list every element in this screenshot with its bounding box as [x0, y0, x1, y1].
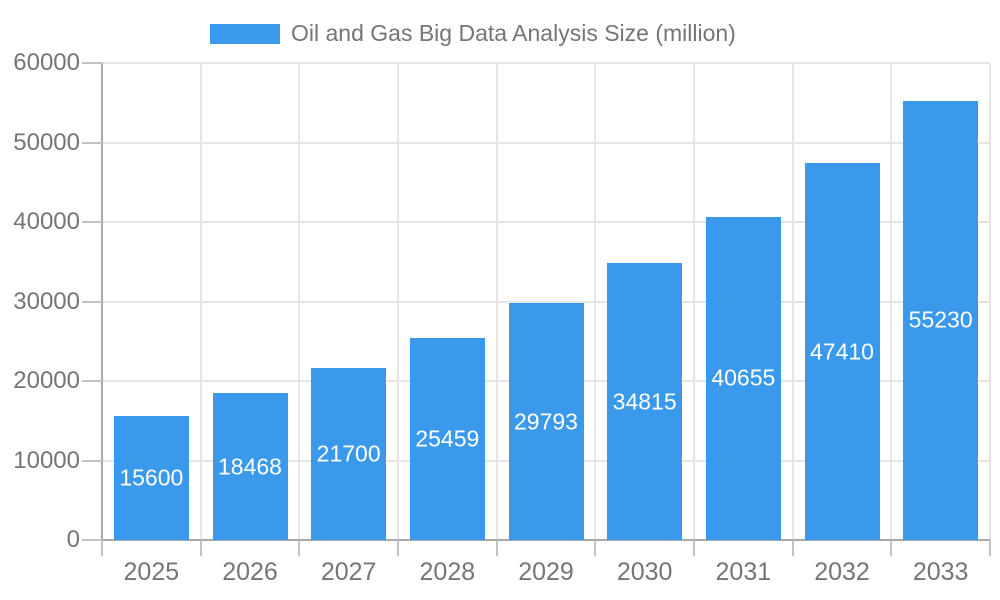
h-gridline: [102, 300, 990, 303]
x-tick-mark: [791, 540, 794, 556]
y-tick-mark: [82, 62, 102, 64]
y-tick-label: 30000: [13, 287, 80, 315]
x-tick-label: 2028: [419, 558, 476, 586]
bar-value-label: 47410: [810, 338, 874, 365]
x-tick-label: 2030: [616, 558, 673, 586]
y-tick-mark: [82, 141, 102, 144]
x-tick-mark: [101, 540, 103, 556]
x-tick-label: 2031: [715, 558, 772, 586]
y-tick-label: 10000: [13, 446, 80, 474]
bar-value-label: 29793: [514, 408, 578, 435]
x-tick-label: 2026: [222, 558, 278, 586]
y-tick-label: 20000: [13, 367, 80, 394]
x-tick-label: 2032: [814, 558, 870, 586]
v-gridline: [199, 63, 202, 540]
bar-value-label: 40655: [711, 364, 776, 391]
bar: 25459: [409, 337, 485, 540]
x-tick-mark: [199, 540, 202, 556]
y-tick-mark: [82, 539, 102, 541]
v-gridline: [594, 63, 597, 540]
plot-area: 15600 18468 21700 25459 29793 34815 40655 47410…: [82, 62, 991, 541]
x-tick-mark: [693, 540, 695, 556]
h-gridline: [102, 221, 990, 223]
v-gridline: [298, 63, 301, 540]
bar-value-label: 15600: [119, 464, 184, 491]
v-gridline: [890, 63, 893, 540]
y-tick-label: 60000: [13, 49, 80, 76]
bar-value-label: 34815: [612, 388, 677, 415]
y-tick-mark: [82, 459, 102, 462]
bar-value-label: 18468: [218, 453, 282, 480]
x-tick-mark: [890, 540, 893, 556]
bar: 21700: [311, 367, 387, 540]
v-gridline: [495, 63, 498, 540]
y-tick-label: 50000: [13, 128, 80, 156]
v-gridline: [989, 63, 991, 540]
x-tick-mark: [594, 540, 597, 556]
x-axis-line: [82, 539, 990, 541]
h-gridline: [102, 62, 990, 64]
x-tick-mark: [298, 540, 301, 556]
x-tick-label: 2027: [320, 558, 377, 586]
bar: 18468: [212, 393, 288, 540]
y-tick-mark: [82, 380, 102, 382]
bar: 55230: [903, 100, 979, 540]
bar: 47410: [804, 163, 880, 540]
h-gridline: [102, 141, 990, 144]
v-gridline: [791, 63, 794, 540]
bar-value-label: 55230: [908, 306, 973, 333]
y-tick-label: 40000: [13, 208, 80, 235]
y-tick-label: 0: [66, 526, 80, 553]
y-axis-line: [101, 63, 103, 540]
legend-swatch: [210, 23, 280, 44]
bar-value-label: 25459: [415, 425, 480, 452]
bar: 29793: [508, 303, 584, 540]
x-tick-mark: [989, 540, 991, 556]
v-gridline: [693, 63, 695, 540]
x-tick-label: 2029: [518, 558, 574, 586]
bar: 40655: [705, 216, 781, 540]
legend: Oil and Gas Big Data Analysis Size (mill…: [210, 20, 736, 47]
x-tick-label: 2033: [912, 558, 969, 586]
legend-label: Oil and Gas Big Data Analysis Size (mill…: [291, 20, 736, 46]
y-tick-mark: [82, 300, 102, 303]
bar: 15600: [113, 415, 189, 540]
bar-value-label: 21700: [316, 440, 381, 467]
bar: 34815: [607, 263, 683, 540]
v-gridline: [397, 63, 399, 540]
x-tick-mark: [495, 540, 498, 556]
x-tick-label: 2025: [123, 558, 180, 586]
y-tick-mark: [82, 221, 102, 223]
x-tick-mark: [397, 540, 399, 556]
